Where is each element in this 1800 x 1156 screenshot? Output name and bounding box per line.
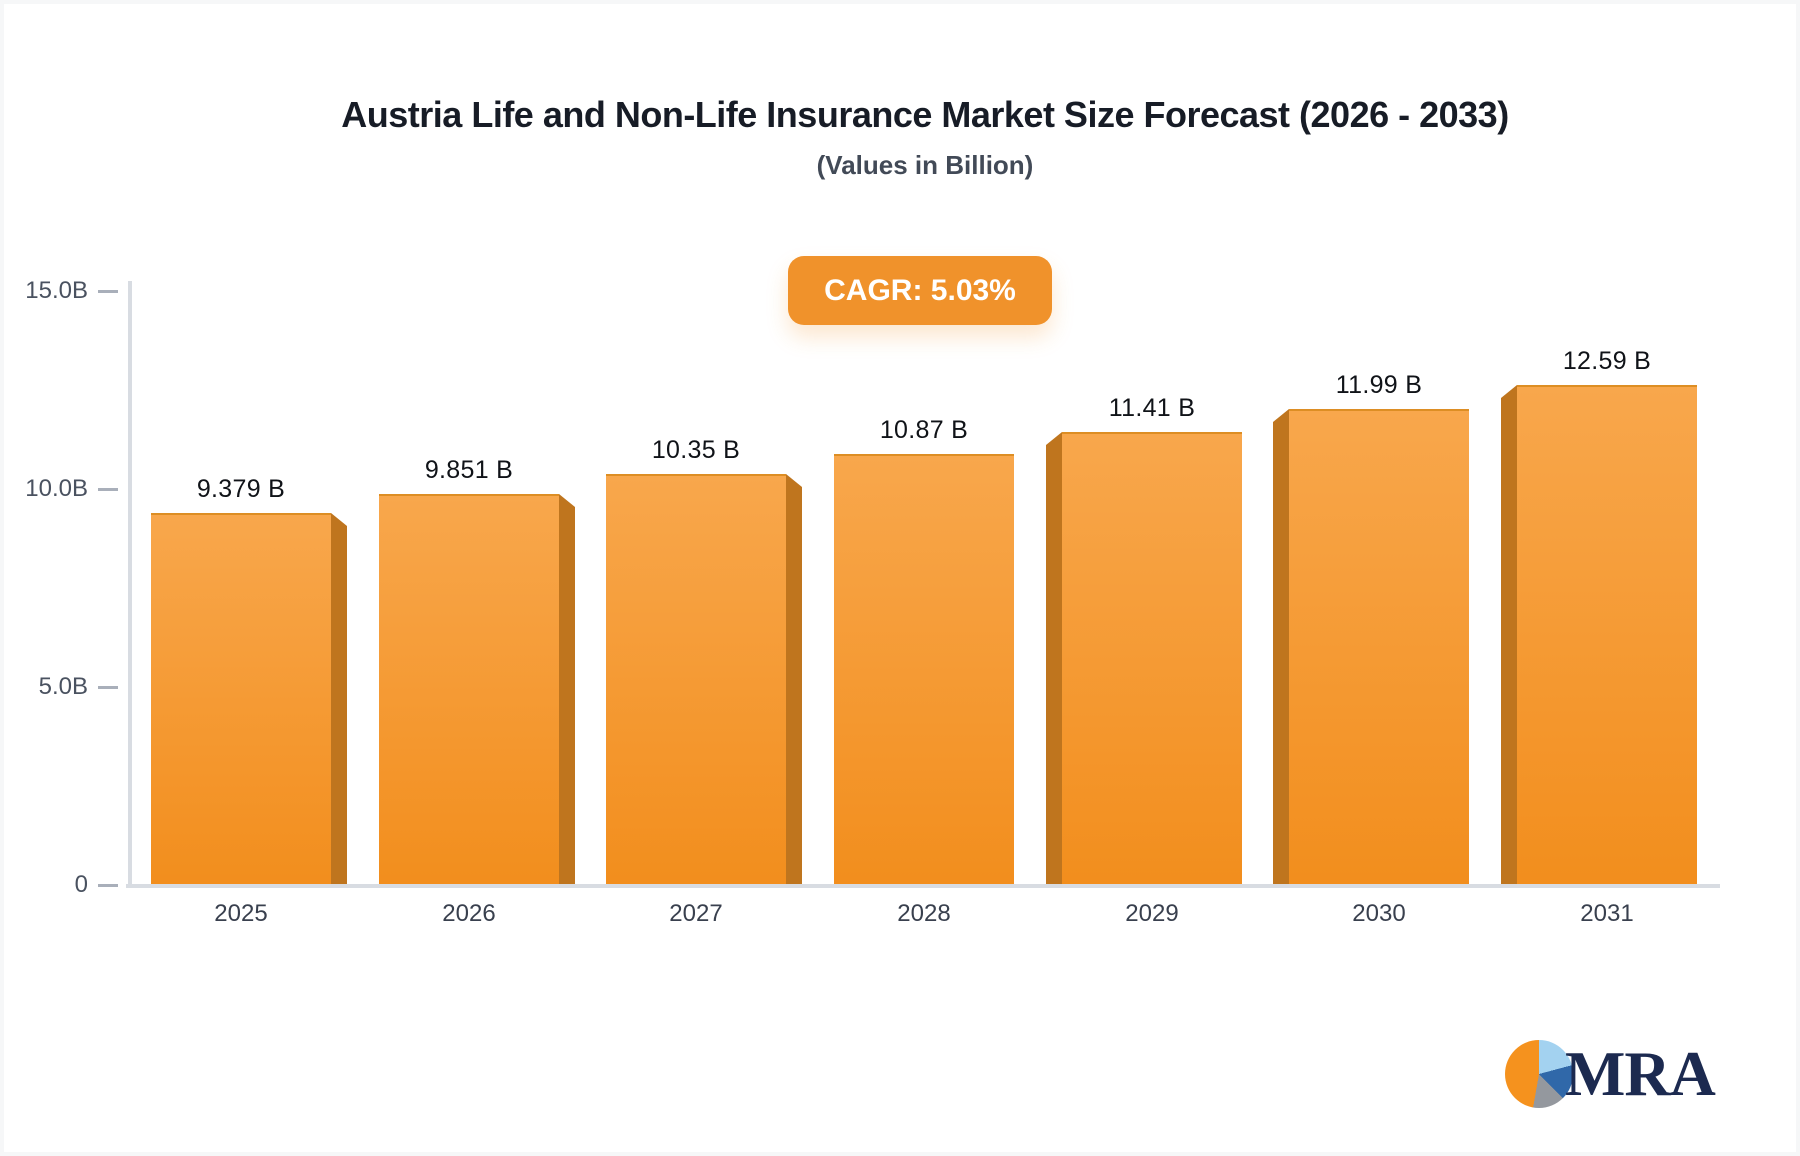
bar-value-label: 11.41 B [1108, 394, 1196, 422]
y-tick-label: 0 [74, 871, 88, 898]
y-tick-label: 15.0B [25, 277, 88, 304]
bar [1517, 385, 1697, 884]
mra-logo: MRA [1505, 1038, 1716, 1110]
y-axis-line [128, 281, 132, 888]
y-tick-mark [98, 884, 118, 887]
bar [379, 494, 559, 884]
bar [606, 474, 786, 884]
bar-side-face [1273, 409, 1289, 884]
y-tick-label: 5.0B [38, 673, 88, 700]
page-subtitle: (Values in Billion) [816, 150, 1034, 180]
bar [1289, 409, 1469, 884]
y-tick-mark [98, 686, 118, 689]
x-axis-category-label: 2027 [669, 900, 723, 927]
bar-side-face [331, 513, 347, 884]
logo-text: MRA [1565, 1038, 1716, 1109]
chart-card: Austria Life and Non-Life Insurance Mark… [4, 4, 1796, 1152]
bar-value-label: 12.59 B [1562, 347, 1652, 375]
y-tick-label: 10.0B [25, 475, 88, 502]
x-axis-category-label: 2028 [897, 900, 951, 927]
bar-value-label: 9.851 B [424, 456, 514, 484]
x-axis-category-label: 2030 [1352, 900, 1406, 927]
bar-side-face [1501, 385, 1517, 884]
x-axis-category-label: 2025 [214, 900, 268, 927]
pie-chart-logo-icon [1505, 1040, 1573, 1108]
bar [834, 454, 1014, 884]
bar-value-label: 9.379 B [196, 475, 286, 503]
page-title: Austria Life and Non-Life Insurance Mark… [341, 94, 1509, 135]
y-tick-mark [98, 290, 118, 293]
x-axis-category-label: 2031 [1580, 900, 1634, 927]
bar-side-face [1046, 432, 1062, 884]
bar-value-label: 10.87 B [879, 416, 969, 444]
bar-side-face [786, 474, 802, 884]
bar-value-label: 10.35 B [651, 436, 741, 464]
x-axis-line [126, 884, 1720, 888]
y-tick-mark [98, 488, 118, 491]
bar-side-face [559, 494, 575, 884]
x-axis-category-label: 2026 [442, 900, 496, 927]
cagr-badge: CAGR: 5.03% [788, 256, 1052, 325]
x-axis-category-label: 2029 [1125, 900, 1179, 927]
bar-value-label: 11.99 B [1335, 371, 1423, 399]
bar [151, 513, 331, 884]
bar [1062, 432, 1242, 884]
